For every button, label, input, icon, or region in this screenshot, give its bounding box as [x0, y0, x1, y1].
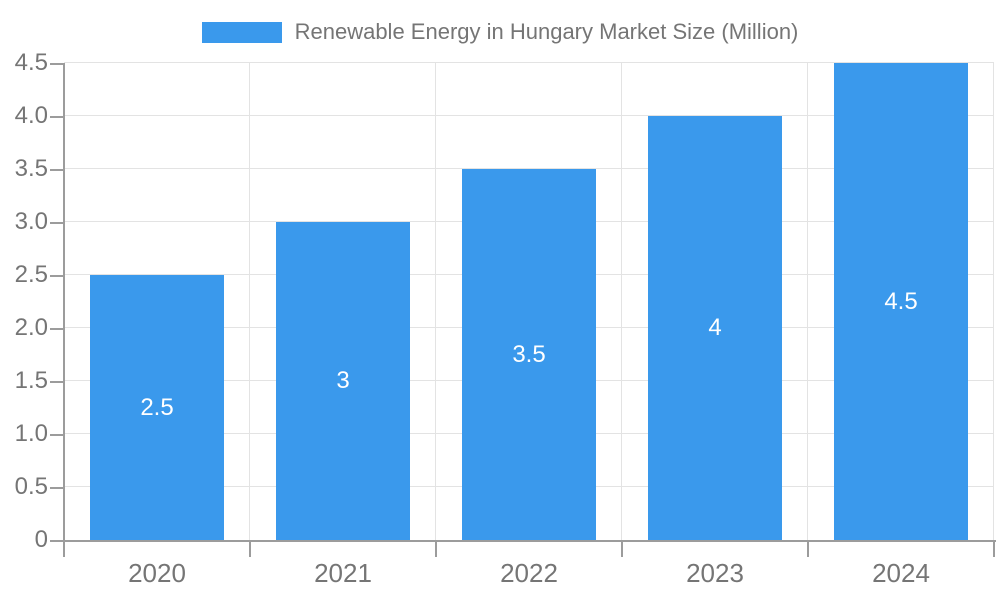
x-tick-mark — [807, 540, 809, 557]
y-tick-mark — [50, 540, 64, 542]
gridline-v — [993, 63, 994, 540]
gridline-h — [64, 62, 994, 63]
bar-2021[interactable]: 3 — [276, 222, 410, 540]
bar-value-label: 4.5 — [884, 287, 918, 315]
gridline-v — [807, 63, 808, 540]
legend-label: Renewable Energy in Hungary Market Size … — [294, 19, 799, 44]
y-tick-mark — [50, 381, 64, 383]
y-tick-mark — [50, 222, 64, 224]
x-tick-label-2024: 2024 — [872, 558, 930, 588]
x-tick-label-2023: 2023 — [686, 558, 744, 588]
chart-legend[interactable]: Renewable Energy in Hungary Market Size … — [0, 20, 1000, 44]
y-tick-mark — [50, 434, 64, 436]
y-tick-label: 3.5 — [14, 155, 48, 182]
y-tick-mark — [50, 169, 64, 171]
bar-2022[interactable]: 3.5 — [462, 169, 596, 540]
bar-value-label: 3 — [336, 367, 350, 394]
gridline-v — [249, 63, 250, 540]
bar-2020[interactable]: 2.5 — [90, 275, 224, 540]
bar-value-label: 2.5 — [140, 393, 174, 421]
bar-value-label: 4 — [708, 314, 722, 341]
y-tick-label: 2.0 — [14, 314, 48, 341]
x-tick-label-2020: 2020 — [128, 558, 186, 588]
y-tick-mark — [50, 328, 64, 330]
y-tick-mark — [50, 63, 64, 65]
gridline-h — [64, 115, 994, 116]
gridline-v — [435, 63, 436, 540]
x-tick-mark — [435, 540, 437, 557]
x-tick-mark — [621, 540, 623, 557]
y-axis-line — [63, 63, 65, 557]
x-tick-label-2021: 2021 — [314, 558, 372, 588]
x-tick-label-2022: 2022 — [500, 558, 558, 588]
y-tick-mark — [50, 116, 64, 118]
y-tick-mark — [50, 275, 64, 277]
x-tick-mark — [993, 540, 995, 557]
x-tick-mark — [249, 540, 251, 557]
y-tick-label: 0 — [34, 526, 48, 553]
x-axis-line — [50, 540, 996, 542]
y-tick-label: 1.5 — [14, 367, 48, 394]
gridline-v — [621, 63, 622, 540]
gridline-h — [64, 168, 994, 169]
legend-swatch-icon — [201, 21, 282, 43]
y-tick-label: 3.0 — [14, 208, 48, 235]
bar-2024[interactable]: 4.5 — [834, 63, 968, 540]
y-tick-label: 4.5 — [14, 49, 48, 76]
y-tick-label: 0.5 — [14, 473, 48, 500]
y-tick-label: 4.0 — [14, 102, 48, 129]
y-tick-label: 2.5 — [14, 261, 48, 288]
y-tick-mark — [50, 487, 64, 489]
bar-value-label: 3.5 — [512, 340, 546, 368]
y-tick-label: 1.0 — [14, 420, 48, 447]
bar-2023[interactable]: 4 — [648, 116, 782, 540]
